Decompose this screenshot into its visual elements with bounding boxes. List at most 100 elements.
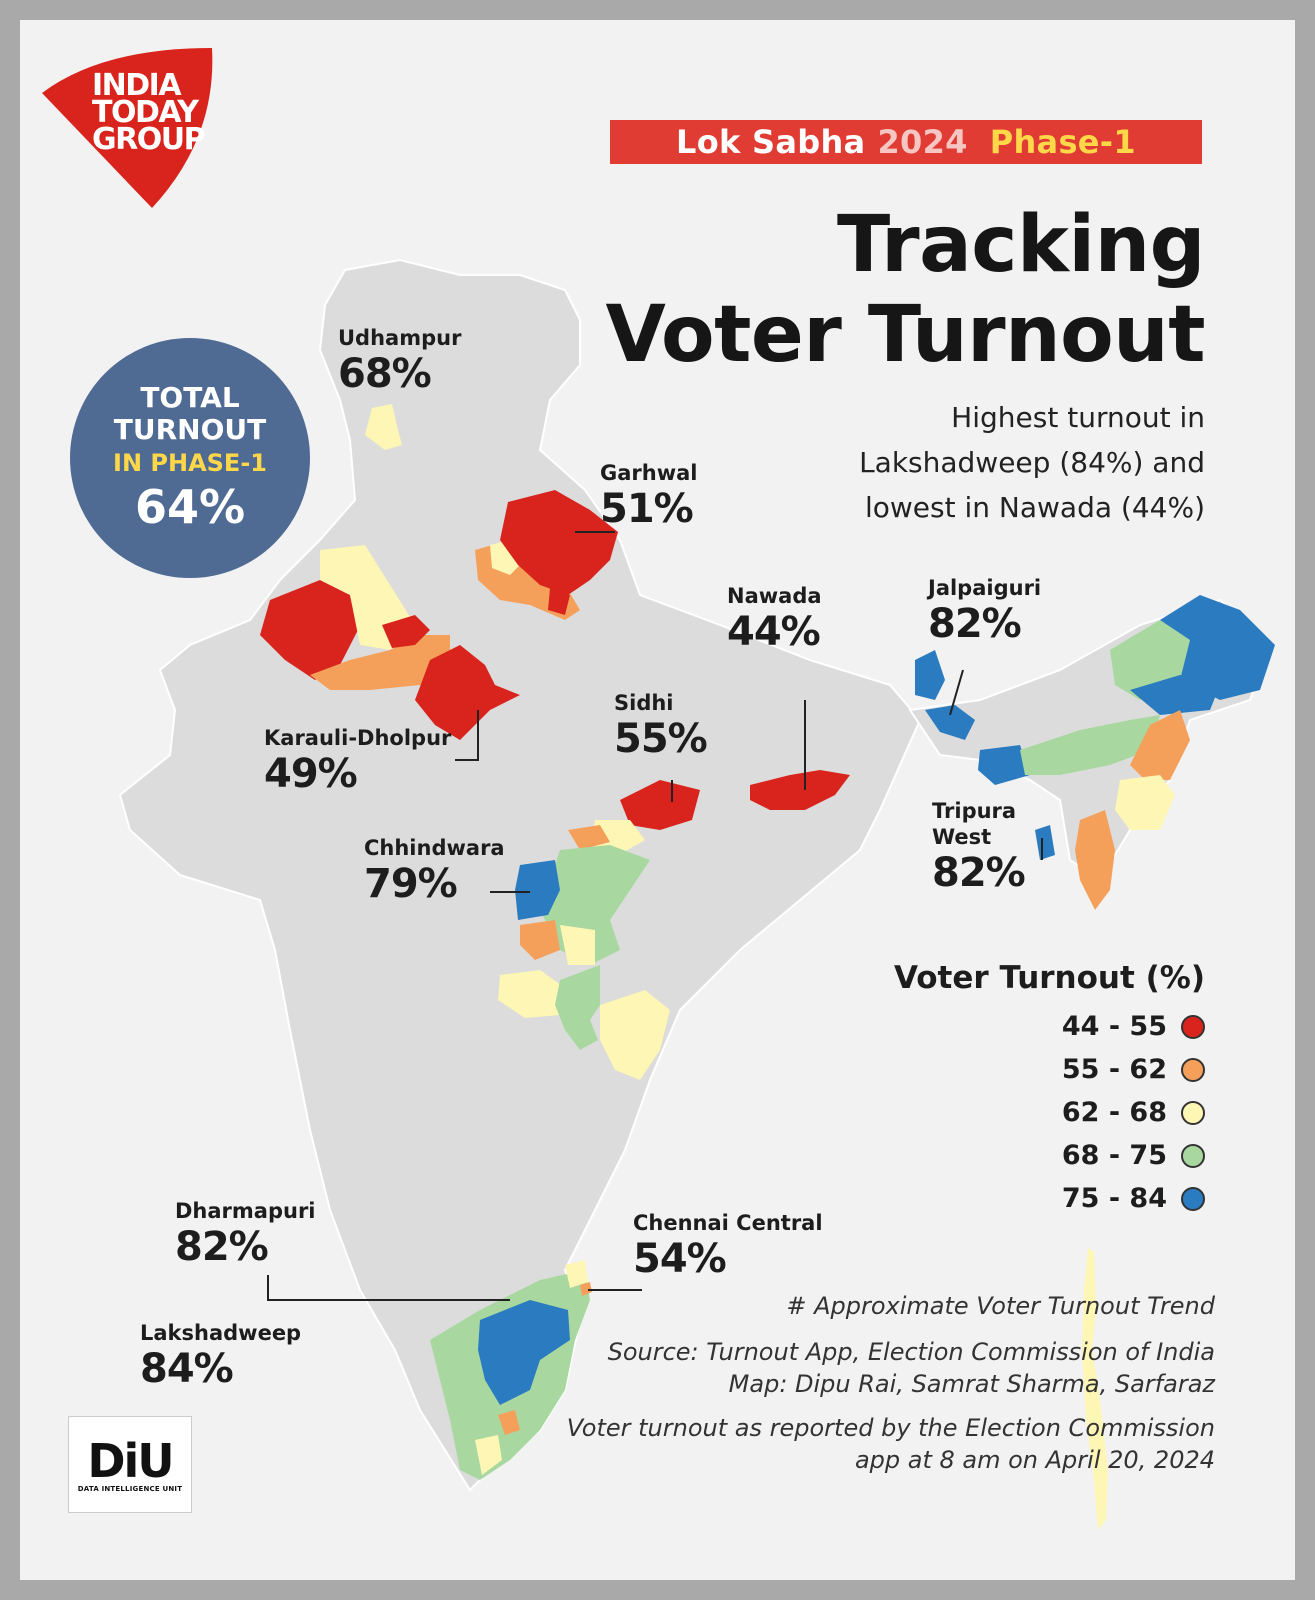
note-reported-1: Voter turnout as reported by the Electio… xyxy=(566,1414,1215,1442)
label-dharmapuri-pct: 82% xyxy=(175,1224,269,1270)
label-chhindwara-name: Chhindwara xyxy=(364,836,505,860)
region-rajasthan-red-2 xyxy=(382,615,430,648)
region-maharashtra-yellow xyxy=(498,970,565,1018)
region-ne-blue-2 xyxy=(978,745,1030,785)
total-line-2: TURNOUT xyxy=(113,413,267,446)
legend-range: 55 - 62 xyxy=(1061,1054,1167,1085)
legend-item: 68 - 75 xyxy=(1062,1134,1205,1177)
india-today-logo xyxy=(42,48,213,208)
region-rajasthan-orange xyxy=(310,635,450,690)
label-tripura-west-name-2: West xyxy=(932,825,992,849)
total-turnout-badge: TOTAL TURNOUT IN PHASE-1 64% xyxy=(70,338,310,578)
label-lakshadweep-pct: 84% xyxy=(140,1346,234,1392)
region-arunachal-blue xyxy=(1160,595,1275,700)
label-chennai-central: Chennai Central 54% xyxy=(633,1210,823,1282)
poster: INDIA TODAY GROUP Lok Sabha 2024 Phase-1… xyxy=(20,20,1295,1580)
phase-banner: Lok Sabha 2024 Phase-1 xyxy=(610,120,1202,164)
leader-dharmapuri xyxy=(267,1275,510,1301)
legend-swatch xyxy=(1181,1100,1205,1125)
region-chennai-central xyxy=(580,1282,592,1296)
label-nawada-name: Nawada xyxy=(727,584,822,608)
logo-line-today: TODAY xyxy=(92,95,199,130)
banner-lok-sabha: Lok Sabha xyxy=(676,123,866,161)
region-central-orange-2 xyxy=(520,920,560,960)
diu-logo: DiU DATA INTELLIGENCE UNIT xyxy=(68,1416,192,1513)
diu-subtitle: DATA INTELLIGENCE UNIT xyxy=(77,1484,183,1493)
label-nawada: Nawada 44% xyxy=(727,583,822,655)
label-jalpaiguri-name: Jalpaiguri xyxy=(928,576,1042,600)
region-tripura-west xyxy=(1035,825,1055,860)
label-tripura-west: Tripura West 82% xyxy=(932,798,1026,896)
region-tamilnadu-orange xyxy=(498,1410,520,1435)
label-chhindwara: Chhindwara 79% xyxy=(364,835,505,907)
legend-item: 44 - 55 xyxy=(1062,1005,1205,1048)
leader-lines xyxy=(267,531,1043,1301)
legend-item: 62 - 68 xyxy=(1062,1091,1205,1134)
title-line-1: Tracking xyxy=(837,200,1205,290)
total-line-3: IN PHASE-1 xyxy=(113,449,267,477)
india-today-logo-shape xyxy=(42,48,213,208)
region-chhindwara xyxy=(515,860,560,920)
legend-swatch xyxy=(1181,1186,1205,1211)
label-karauli-dholpur-name: Karauli-Dholpur xyxy=(264,726,452,750)
region-central-yellow-2 xyxy=(560,925,595,965)
legend-swatch xyxy=(1181,1143,1205,1168)
banner-phase: Phase-1 xyxy=(989,123,1136,161)
region-dharmapuri xyxy=(478,1300,570,1405)
region-tamilnadu-yellow-2 xyxy=(475,1435,502,1475)
legend-range: 62 - 68 xyxy=(1061,1097,1167,1128)
leader-karauli-dholpur xyxy=(455,710,479,761)
region-mizoram-orange xyxy=(1075,810,1115,910)
legend-title: Voter Turnout (%) xyxy=(893,960,1205,996)
region-assam-green xyxy=(1020,715,1160,775)
region-sidhi xyxy=(620,780,700,830)
title-line-2: Voter Turnout xyxy=(605,290,1205,380)
legend-range: 75 - 84 xyxy=(1061,1183,1167,1214)
note-map-credit: Map: Dipu Rai, Samrat Sharma, Sarfaraz xyxy=(728,1370,1215,1398)
label-garhwal: Garhwal 51% xyxy=(600,460,697,532)
label-jalpaiguri-pct: 82% xyxy=(928,601,1022,647)
label-garhwal-pct: 51% xyxy=(600,486,694,532)
logo-line-group: GROUP xyxy=(92,122,206,157)
andaman-islands xyxy=(1082,1248,1108,1530)
region-nagaland-orange xyxy=(1130,710,1190,780)
label-nawada-pct: 44% xyxy=(727,609,821,655)
diu-mark: DiU xyxy=(87,1433,174,1488)
region-rajasthan-red xyxy=(260,580,358,680)
label-dharmapuri: Dharmapuri 82% xyxy=(175,1198,316,1270)
region-up-red-small xyxy=(548,588,570,615)
region-bastar-green xyxy=(555,965,600,1050)
banner-year: 2024 xyxy=(877,123,968,161)
total-value: 64% xyxy=(134,480,246,534)
legend-swatch xyxy=(1181,1057,1205,1082)
region-udhampur xyxy=(365,404,402,450)
label-udhampur: Udhampur 68% xyxy=(338,325,461,397)
label-sidhi-name: Sidhi xyxy=(614,691,674,715)
label-karauli-dholpur-pct: 49% xyxy=(264,751,358,797)
subtitle-line-3: lowest in Nawada (44%) xyxy=(864,491,1205,524)
leader-jalpaiguri xyxy=(949,669,964,716)
label-chennai-central-name: Chennai Central xyxy=(633,1211,823,1235)
label-dharmapuri-name: Dharmapuri xyxy=(175,1199,316,1223)
label-jalpaiguri: Jalpaiguri 82% xyxy=(928,575,1041,647)
india-turnout-map xyxy=(118,258,1275,1530)
subtitle-line-2: Lakshadweep (84%) and xyxy=(859,446,1205,479)
region-jalpaiguri xyxy=(915,650,945,700)
subtitle: Highest turnout in Lakshadweep (84%) and… xyxy=(859,395,1205,530)
label-tripura-west-name-1: Tripura xyxy=(932,799,1017,823)
logo-line-india: INDIA xyxy=(92,68,182,103)
label-lakshadweep-name: Lakshadweep xyxy=(140,1321,302,1345)
note-reported-2: app at 8 am on April 20, 2024 xyxy=(854,1446,1215,1474)
label-garhwal-name: Garhwal xyxy=(600,461,698,485)
region-central-orange xyxy=(568,825,610,850)
india-today-logo-text: INDIA TODAY GROUP xyxy=(92,68,206,157)
label-sidhi: Sidhi 55% xyxy=(614,690,708,762)
label-udhampur-pct: 68% xyxy=(338,351,432,397)
legend-range: 68 - 75 xyxy=(1061,1140,1167,1171)
legend: 44 - 55 55 - 62 62 - 68 68 - 75 75 - 84 xyxy=(1062,1005,1205,1220)
legend-swatch xyxy=(1181,1014,1205,1039)
region-nawada xyxy=(750,770,850,810)
region-karauli-dholpur xyxy=(415,645,520,740)
label-chhindwara-pct: 79% xyxy=(364,861,458,907)
label-chennai-central-pct: 54% xyxy=(633,1236,727,1282)
